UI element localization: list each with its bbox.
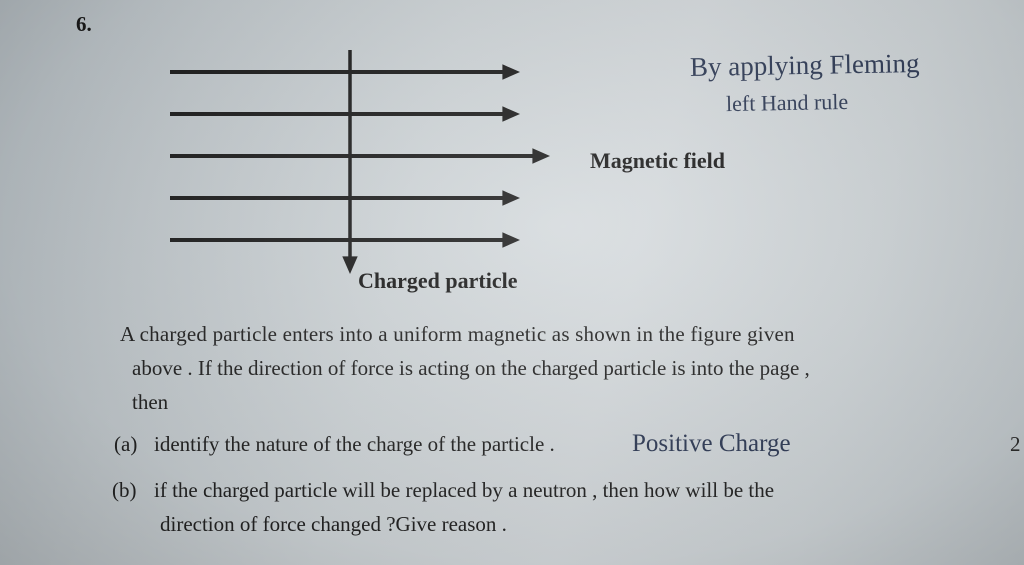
margin-marks: 2 [1010,432,1021,457]
handwritten-answer-a: Positive Charge [632,430,791,458]
field-diagram [160,42,560,282]
item-b-marker: (b) [112,478,137,503]
body-line-1: A charged particle enters into a uniform… [120,322,795,347]
diagram-content [170,50,550,274]
body-line-3: then [132,390,168,415]
item-b-line-1: if the charged particle will be replaced… [154,478,774,503]
item-a-marker: (a) [114,432,137,457]
handwritten-line-1: By applying Fleming [690,48,920,83]
label-magnetic-field: Magnetic field [590,148,725,174]
body-line-2: above . If the direction of force is act… [132,356,810,381]
item-a-text: identify the nature of the charge of the… [154,432,555,457]
handwritten-line-2: left Hand rule [726,89,849,117]
question-number: 6. [76,12,92,37]
item-b-line-2: direction of force changed ?Give reason … [160,512,507,537]
label-charged-particle: Charged particle [358,268,517,294]
page: 6. Magnetic field Charged particle By ap… [0,0,1024,565]
